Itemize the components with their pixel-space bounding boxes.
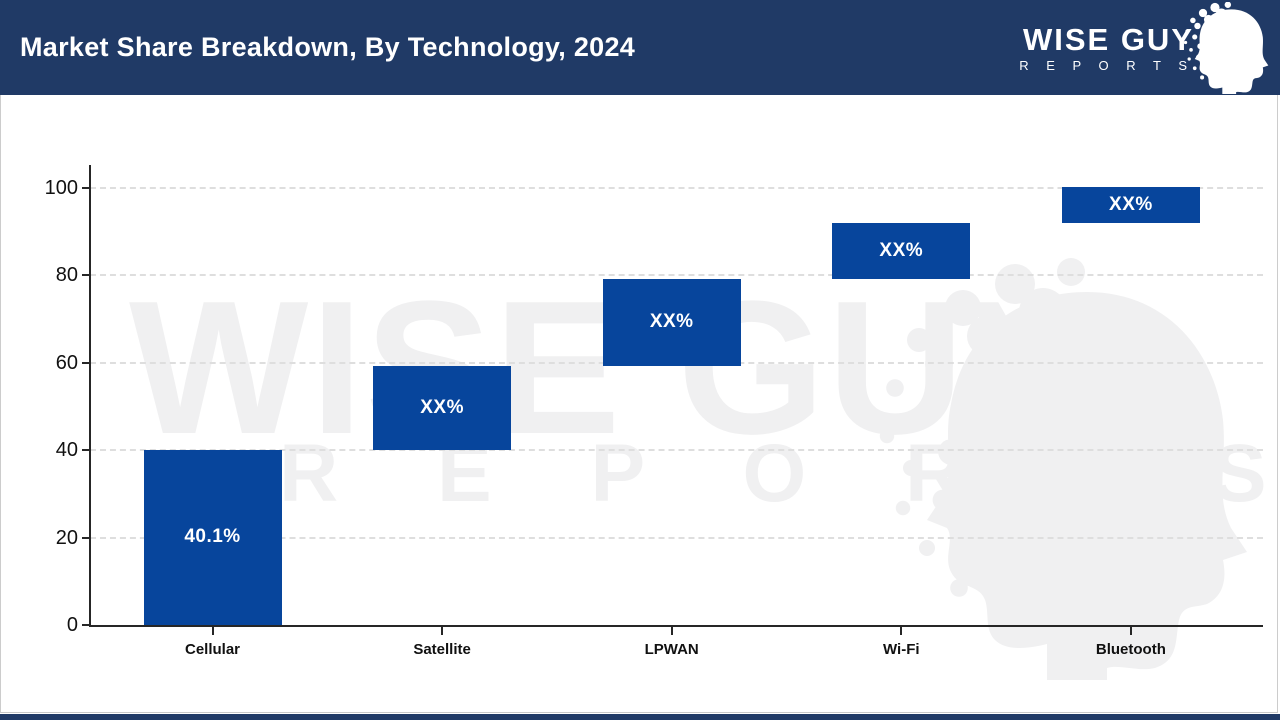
y-axis-label-20: 20 — [55, 526, 78, 549]
x-tick-cellular — [211, 627, 214, 635]
y-axis-label-40: 40 — [55, 439, 78, 461]
brand-subtitle: R E P O R T S — [1019, 57, 1194, 73]
x-tick-satellite — [441, 627, 444, 635]
y-tick-80 — [82, 274, 90, 276]
bar-value-label-bluetooth: XX% — [1109, 193, 1153, 215]
y-tick-40 — [82, 449, 90, 451]
x-tick-lpwan — [670, 627, 673, 635]
x-axis-label-cellular: Cellular — [184, 641, 241, 658]
header-bar: Market Share Breakdown, By Technology, 2… — [0, 0, 1280, 95]
y-tick-0 — [82, 624, 90, 626]
footer-accent-bar — [0, 714, 1280, 720]
gridline-40 — [90, 449, 1263, 451]
bar-wi-fi: XX% — [832, 222, 971, 279]
x-axis-label-wi-fi: Wi-Fi — [883, 641, 920, 658]
x-axis-label-satellite: Satellite — [413, 641, 471, 658]
x-tick-wi-fi — [900, 627, 903, 635]
x-axis-line — [89, 625, 1263, 627]
bar-value-label-cellular: 40.1% — [184, 526, 241, 548]
y-tick-60 — [82, 361, 90, 364]
head-profile-icon — [1183, 1, 1269, 94]
y-axis-label-60: 60 — [55, 351, 78, 374]
brand-name: WISE GUY — [1022, 21, 1194, 57]
x-axis-label-bluetooth: Bluetooth — [1095, 641, 1166, 658]
bar-satellite: XX% — [373, 365, 512, 450]
y-axis-label-80: 80 — [55, 264, 78, 286]
bar-value-label-wi-fi: XX% — [879, 239, 924, 261]
gridline-100 — [90, 186, 1263, 189]
bar-lpwan: XX% — [602, 278, 741, 366]
chart-title: Market Share Breakdown, By Technology, 2… — [20, 32, 636, 62]
chart-canvas: WISE GUY R E P O R T S 0 20 40 60 80 100 40.1%… — [0, 95, 1278, 713]
brand-logo-text: WISE GUY R E P O R T S — [1019, 24, 1194, 72]
y-axis-label-100: 100 — [44, 176, 78, 199]
bar-cellular: 40.1% — [143, 449, 282, 625]
gridline-20 — [90, 536, 1263, 539]
y-axis-line — [89, 165, 91, 627]
bar-bluetooth: XX% — [1061, 187, 1200, 223]
x-tick-bluetooth — [1129, 627, 1132, 635]
gridline-80 — [90, 274, 1263, 276]
x-axis-label-lpwan: LPWAN — [644, 641, 699, 658]
brand-logo: WISE GUY R E P O R T S — [1019, 0, 1272, 95]
y-axis-label-0: 0 — [66, 614, 78, 636]
bar-value-label-satellite: XX% — [420, 396, 464, 418]
y-tick-100 — [82, 186, 90, 189]
y-tick-20 — [82, 536, 90, 539]
bar-value-label-lpwan: XX% — [649, 311, 694, 333]
